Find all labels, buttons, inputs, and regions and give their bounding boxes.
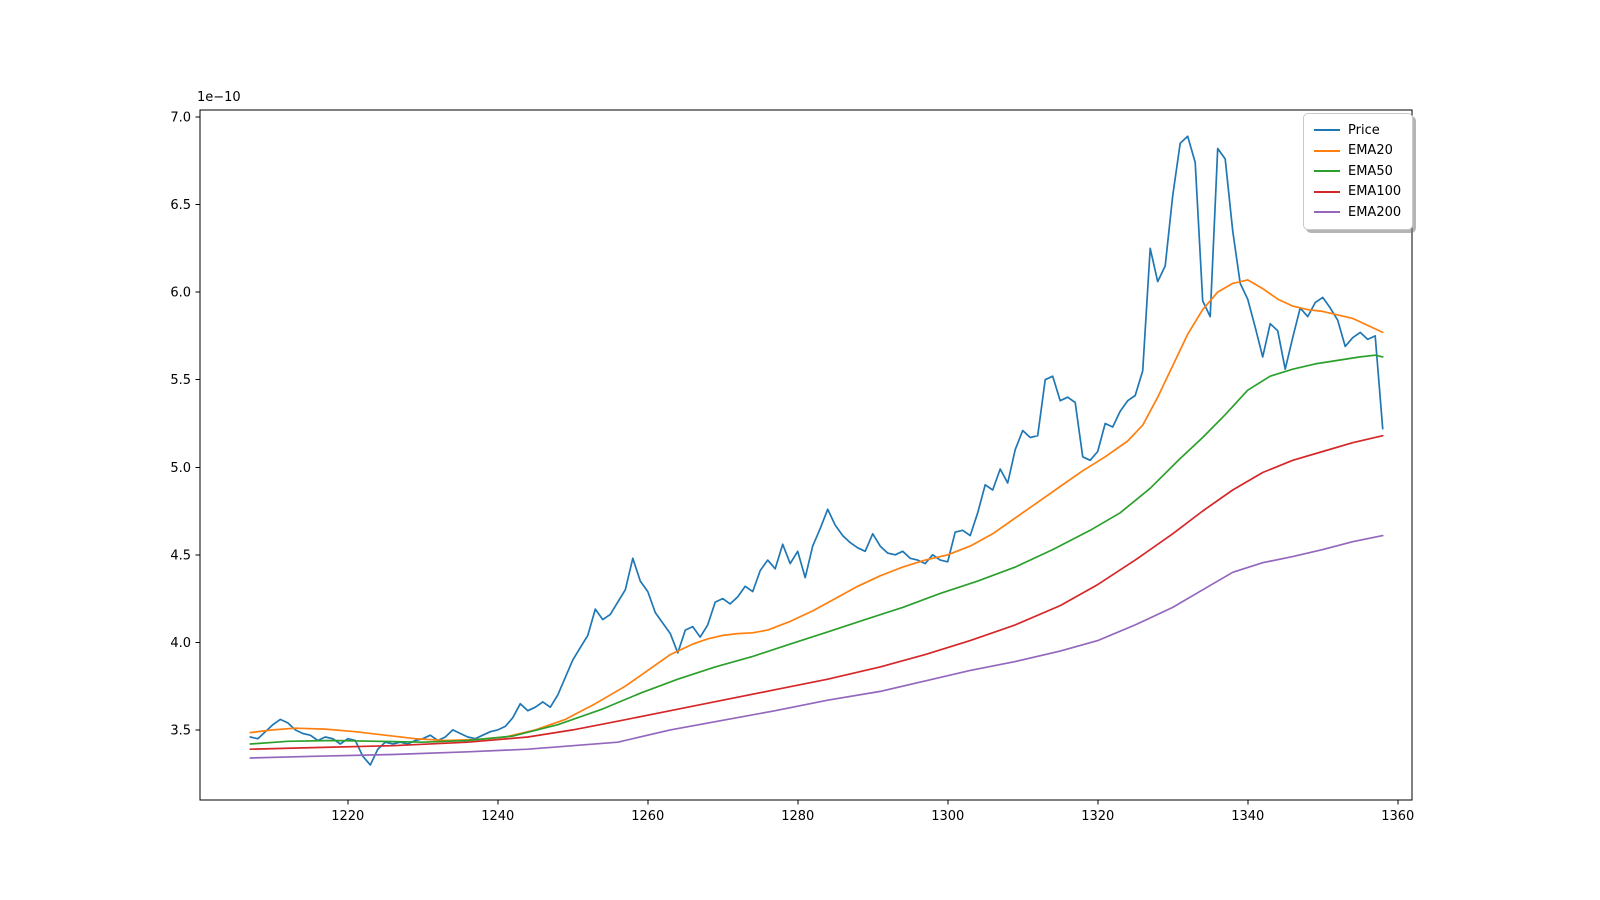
legend-line-swatch	[1314, 149, 1340, 152]
legend-item-ema200: EMA200	[1314, 202, 1401, 223]
x-tick-label: 1260	[631, 809, 664, 824]
y-tick-label: 5.5	[170, 373, 191, 388]
x-tick-label: 1300	[931, 809, 964, 824]
y-axis-offset-label: 1e−10	[197, 90, 241, 105]
legend-item-ema50: EMA50	[1314, 161, 1401, 182]
legend-line-swatch	[1314, 129, 1340, 132]
x-tick-label: 1360	[1381, 809, 1414, 824]
y-tick-label: 5.0	[170, 461, 191, 476]
y-tick-label: 4.5	[170, 548, 191, 563]
legend-item-ema100: EMA100	[1314, 182, 1401, 203]
ema100-line	[249, 434, 1384, 751]
x-tick-label: 1340	[1231, 809, 1264, 824]
legend-item-ema20: EMA20	[1314, 141, 1401, 162]
x-tick-label: 1240	[481, 809, 514, 824]
legend-line-swatch	[1314, 211, 1340, 214]
y-tick-label: 7.0	[170, 111, 191, 126]
legend-label: EMA200	[1348, 204, 1402, 220]
y-tick-label: 6.0	[170, 286, 191, 301]
x-tick-label: 1280	[781, 809, 814, 824]
x-tick-label: 1220	[331, 809, 364, 824]
y-tick-label: 3.5	[170, 723, 191, 738]
legend-label: EMA50	[1348, 163, 1393, 179]
legend: Price EMA20 EMA50 EMA100 EMA200	[1303, 113, 1414, 230]
legend-item-price: Price	[1314, 120, 1401, 141]
y-tick-label: 6.5	[170, 198, 191, 213]
x-tick-label: 1320	[1081, 809, 1114, 824]
y-tick-label: 4.0	[170, 636, 191, 651]
axes-frame	[199, 109, 1413, 801]
ema20-line	[249, 279, 1384, 742]
legend-label: EMA100	[1348, 184, 1402, 200]
legend-line-swatch	[1314, 190, 1340, 193]
ema50-line	[249, 354, 1384, 745]
legend-label: Price	[1348, 122, 1380, 138]
legend-line-swatch	[1314, 170, 1340, 173]
price-line	[249, 135, 1384, 766]
legend-label: EMA20	[1348, 143, 1393, 159]
ema200-line	[249, 534, 1384, 759]
